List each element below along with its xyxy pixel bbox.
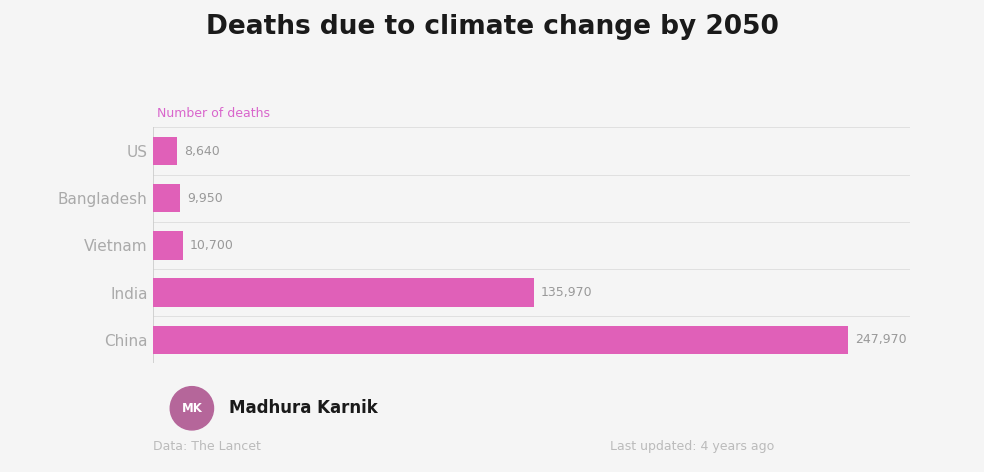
Text: Number of deaths: Number of deaths (157, 107, 271, 120)
Text: Last updated: 4 years ago: Last updated: 4 years ago (610, 440, 774, 453)
Text: 10,700: 10,700 (190, 239, 233, 252)
Text: Data: The Lancet: Data: The Lancet (153, 440, 261, 453)
Bar (153, 326, 848, 354)
Bar (153, 137, 177, 165)
Bar (153, 184, 180, 212)
Bar (153, 231, 183, 260)
Text: Deaths due to climate change by 2050: Deaths due to climate change by 2050 (206, 14, 778, 40)
Text: 8,640: 8,640 (184, 144, 219, 158)
Text: 135,970: 135,970 (541, 286, 592, 299)
Text: 9,950: 9,950 (188, 192, 223, 205)
Bar (153, 278, 534, 307)
Text: 247,970: 247,970 (855, 333, 907, 346)
Text: Madhura Karnik: Madhura Karnik (229, 399, 378, 417)
Text: MK: MK (181, 402, 203, 415)
